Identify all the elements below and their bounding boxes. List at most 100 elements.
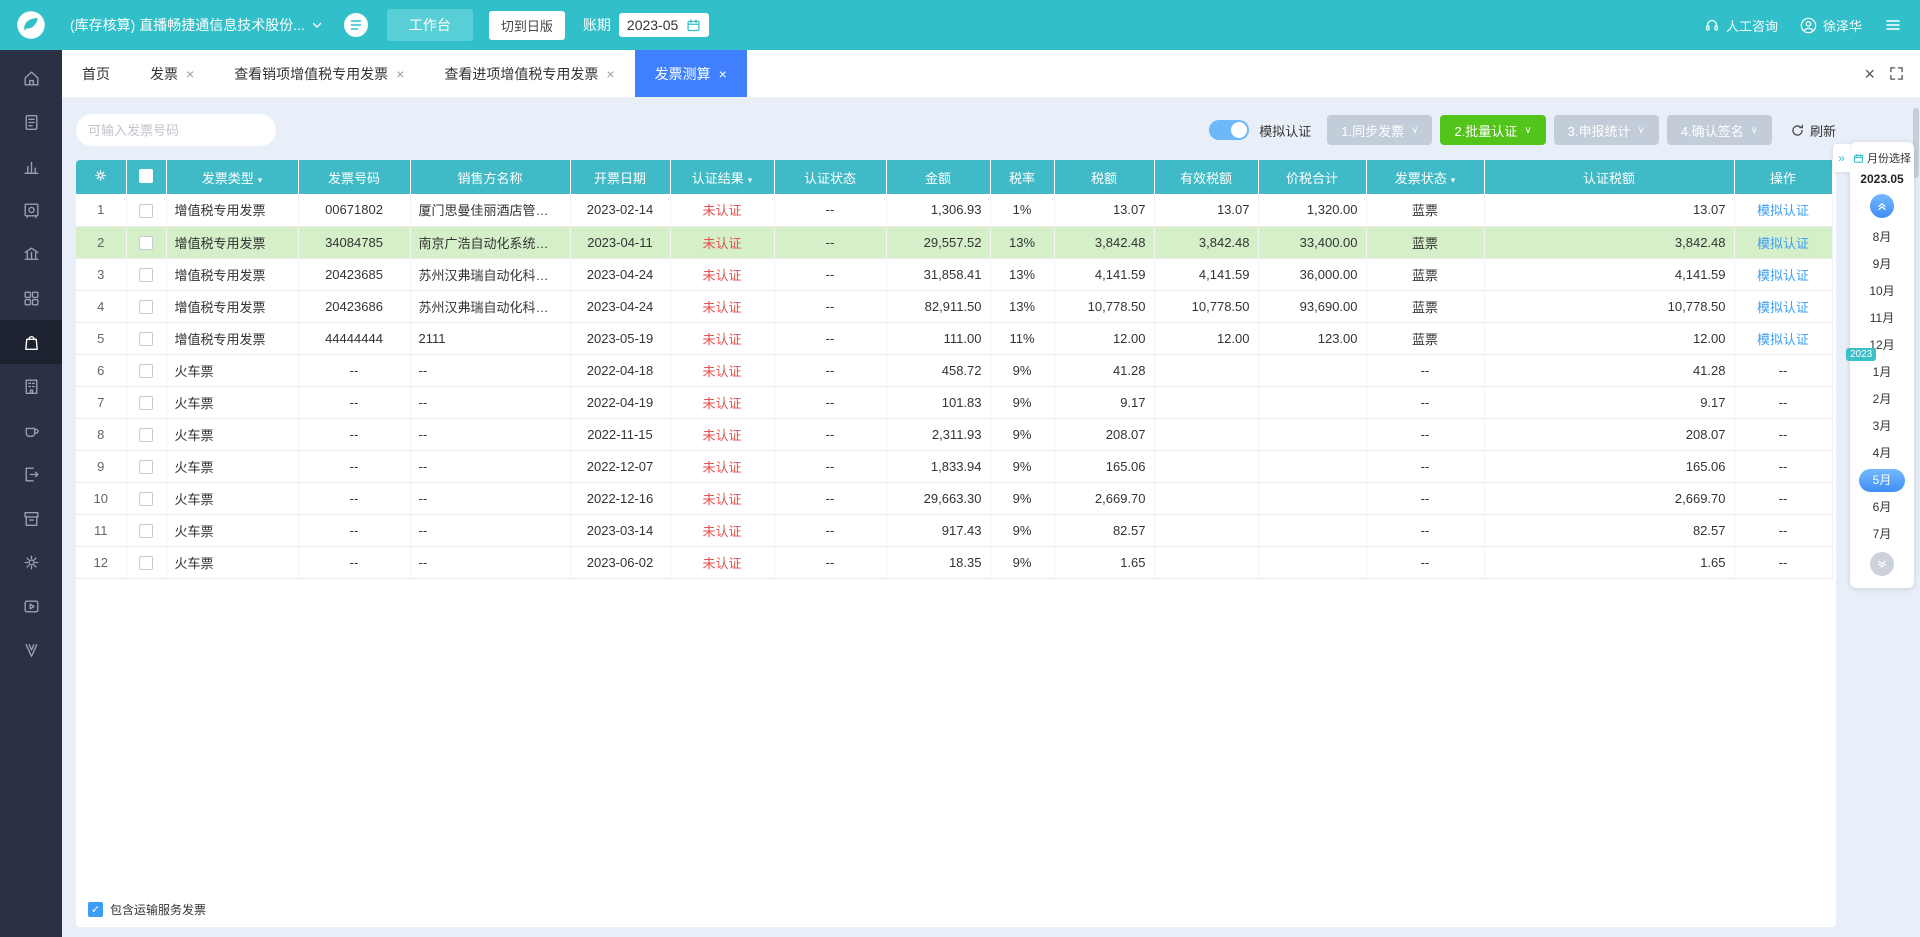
month-item-11月[interactable]: 11月 bbox=[1869, 311, 1895, 325]
month-item-12月[interactable]: 12月 bbox=[1869, 338, 1895, 352]
company-selector[interactable]: (库存核算) 直播畅捷通信息技术股份... bbox=[70, 15, 323, 35]
invoice-search[interactable] bbox=[76, 114, 276, 146]
row-checkbox[interactable] bbox=[139, 491, 153, 506]
select-all-header[interactable] bbox=[126, 160, 167, 194]
sidebar-item-chart[interactable] bbox=[0, 144, 62, 188]
sidebar-item-building[interactable] bbox=[0, 364, 62, 408]
table-row[interactable]: 6 火车票 -- -- 2022-04-18 未认证 -- 458.72 9% 41.28 -- 41… bbox=[76, 354, 1833, 387]
action-button-4[interactable]: 4.确认签名 bbox=[1666, 115, 1772, 145]
month-panel-collapse-icon[interactable]: » bbox=[1833, 144, 1850, 172]
sidebar-item-logo-v[interactable] bbox=[0, 628, 62, 672]
action-button-3[interactable]: 3.申报统计 bbox=[1553, 115, 1659, 145]
sort-caret-icon[interactable]: ▾ bbox=[1450, 174, 1456, 185]
simulate-auth-link[interactable]: 模拟认证 bbox=[1756, 267, 1809, 283]
row-checkbox[interactable] bbox=[139, 459, 153, 474]
row-checkbox[interactable] bbox=[139, 331, 153, 346]
user-menu[interactable]: 徐泽华 bbox=[1800, 16, 1862, 35]
cell-date: 2023-05-19 bbox=[570, 322, 671, 355]
table-row[interactable]: 1 增值税专用发票 00671802 厦门思曼佳丽酒店管理有限 2023-02-14 未认… bbox=[76, 194, 1833, 227]
row-checkbox[interactable] bbox=[139, 523, 153, 538]
row-checkbox[interactable] bbox=[139, 203, 153, 218]
month-item-2月[interactable]: 2月 bbox=[1872, 392, 1892, 406]
row-checkbox[interactable] bbox=[139, 299, 153, 314]
sidebar-item-home[interactable] bbox=[0, 56, 62, 100]
workbench-button[interactable]: 工作台 bbox=[386, 9, 473, 41]
simulate-auth-toggle[interactable] bbox=[1209, 120, 1250, 140]
tab-close-icon[interactable]: × bbox=[186, 65, 195, 82]
month-item-5月[interactable]: 5月 bbox=[1859, 469, 1905, 492]
row-checkbox[interactable] bbox=[139, 267, 153, 282]
row-checkbox[interactable] bbox=[139, 235, 153, 250]
sidebar-item-exit[interactable] bbox=[0, 452, 62, 496]
sidebar-item-purchase[interactable] bbox=[0, 320, 62, 364]
close-all-tabs-icon[interactable]: × bbox=[1864, 63, 1875, 84]
table-row[interactable]: 4 增值税专用发票 20423686 苏州汉弗瑞自动化科技有限 2023-04-24 未认… bbox=[76, 290, 1833, 323]
search-input[interactable] bbox=[88, 122, 264, 138]
sidebar-item-safe[interactable] bbox=[0, 188, 62, 232]
sidebar-item-media[interactable] bbox=[0, 584, 62, 628]
month-item-1月[interactable]: 1月 bbox=[1872, 365, 1892, 379]
col-header-inv_status[interactable]: 发票状态 ▾ bbox=[1366, 160, 1485, 194]
action-button-2[interactable]: 2.批量认证 bbox=[1440, 115, 1546, 145]
sidebar-item-coffee[interactable] bbox=[0, 408, 62, 452]
table-row[interactable]: 12 火车票 -- -- 2023-06-02 未认证 -- 18.35 9% 1.65 -- 1.6… bbox=[76, 546, 1833, 579]
table-row[interactable]: 7 火车票 -- -- 2022-04-19 未认证 -- 101.83 9% 9.17 -- 9.1… bbox=[76, 386, 1833, 419]
app-logo[interactable] bbox=[0, 0, 62, 50]
table-row[interactable]: 8 火车票 -- -- 2022-11-15 未认证 -- 2,311.93 9% 208.07-… bbox=[76, 418, 1833, 451]
simulate-auth-link[interactable]: 模拟认证 bbox=[1756, 331, 1809, 347]
tab-close-icon[interactable]: × bbox=[396, 65, 405, 82]
month-scroll-down-button[interactable] bbox=[1870, 552, 1894, 576]
switch-version-button[interactable]: 切到日版 bbox=[488, 10, 565, 40]
table-row[interactable]: 3 增值税专用发票 20423685 苏州汉弗瑞自动化科技有限 2023-04-24 未认… bbox=[76, 258, 1833, 291]
month-item-7月[interactable]: 7月 bbox=[1872, 527, 1892, 541]
sidebar-item-archive[interactable] bbox=[0, 496, 62, 540]
fullscreen-icon[interactable] bbox=[1889, 66, 1904, 81]
action-button-1[interactable]: 1.同步发票 bbox=[1327, 115, 1433, 145]
row-checkbox[interactable] bbox=[139, 555, 153, 570]
period-selector[interactable]: 2023-05 bbox=[618, 13, 710, 37]
page-scrollbar[interactable] bbox=[1913, 108, 1919, 178]
month-scroll-up-button[interactable] bbox=[1870, 194, 1894, 218]
select-all-checkbox[interactable] bbox=[139, 168, 153, 183]
col-header-result[interactable]: 认证结果 ▾ bbox=[670, 160, 775, 194]
cell-result: 未认证 bbox=[670, 258, 775, 291]
sort-caret-icon[interactable]: ▾ bbox=[747, 174, 753, 185]
hamburger-menu[interactable] bbox=[1884, 16, 1902, 34]
sort-caret-icon[interactable]: ▾ bbox=[257, 174, 263, 185]
notes-icon[interactable] bbox=[343, 12, 369, 38]
month-item-3月[interactable]: 3月 bbox=[1872, 419, 1892, 433]
tab-close-icon[interactable]: × bbox=[606, 65, 615, 82]
sidebar-item-report[interactable] bbox=[0, 100, 62, 144]
simulate-auth-link[interactable]: 模拟认证 bbox=[1756, 235, 1809, 251]
month-item-8月[interactable]: 8月 bbox=[1872, 230, 1892, 244]
month-item-6月[interactable]: 6月 bbox=[1872, 500, 1892, 514]
row-checkbox[interactable] bbox=[139, 427, 153, 442]
sidebar-item-apps[interactable] bbox=[0, 276, 62, 320]
table-row[interactable]: 5 增值税专用发票 44444444 2111 2023-05-19 未认证 -- 111.0… bbox=[76, 322, 1833, 355]
table-row[interactable]: 9 火车票 -- -- 2022-12-07 未认证 -- 1,833.94 9% 165.06-… bbox=[76, 450, 1833, 483]
tab-1[interactable]: 发票 × bbox=[130, 50, 214, 97]
table-row[interactable]: 10 火车票 -- -- 2022-12-16 未认证 -- 29,663.30 9% 2,669… bbox=[76, 482, 1833, 515]
sidebar-item-bank[interactable] bbox=[0, 232, 62, 276]
row-checkbox[interactable] bbox=[139, 395, 153, 410]
transport-checkbox[interactable]: ✓ bbox=[88, 902, 103, 917]
tab-3[interactable]: 查看进项增值税专用发票 × bbox=[424, 50, 634, 97]
refresh-button[interactable]: 刷新 bbox=[1790, 121, 1836, 140]
col-header-type[interactable]: 发票类型 ▾ bbox=[166, 160, 299, 194]
tab-4[interactable]: 发票测算 × bbox=[634, 50, 747, 97]
column-settings-header[interactable] bbox=[76, 160, 127, 194]
simulate-auth-link[interactable]: 模拟认证 bbox=[1756, 299, 1809, 315]
tab-0[interactable]: 首页 bbox=[62, 50, 130, 97]
month-item-10月[interactable]: 10月 bbox=[1869, 284, 1895, 298]
tab-close-icon[interactable]: × bbox=[718, 65, 727, 82]
purchase-icon bbox=[24, 335, 38, 350]
month-item-9月[interactable]: 9月 bbox=[1872, 257, 1892, 271]
row-checkbox[interactable] bbox=[139, 363, 153, 378]
sidebar-item-settings[interactable] bbox=[0, 540, 62, 584]
month-item-4月[interactable]: 4月 bbox=[1872, 446, 1892, 460]
table-row[interactable]: 2 增值税专用发票 34084785 南京广浩自动化系统有限责 2023-04-11 未认… bbox=[76, 226, 1833, 259]
tab-2[interactable]: 查看销项增值税专用发票 × bbox=[214, 50, 424, 97]
simulate-auth-link[interactable]: 模拟认证 bbox=[1756, 203, 1809, 219]
table-row[interactable]: 11 火车票 -- -- 2023-03-14 未认证 -- 917.43 9% 82.57 -- 8… bbox=[76, 514, 1833, 547]
support-button[interactable]: 人工咨询 bbox=[1704, 16, 1778, 35]
